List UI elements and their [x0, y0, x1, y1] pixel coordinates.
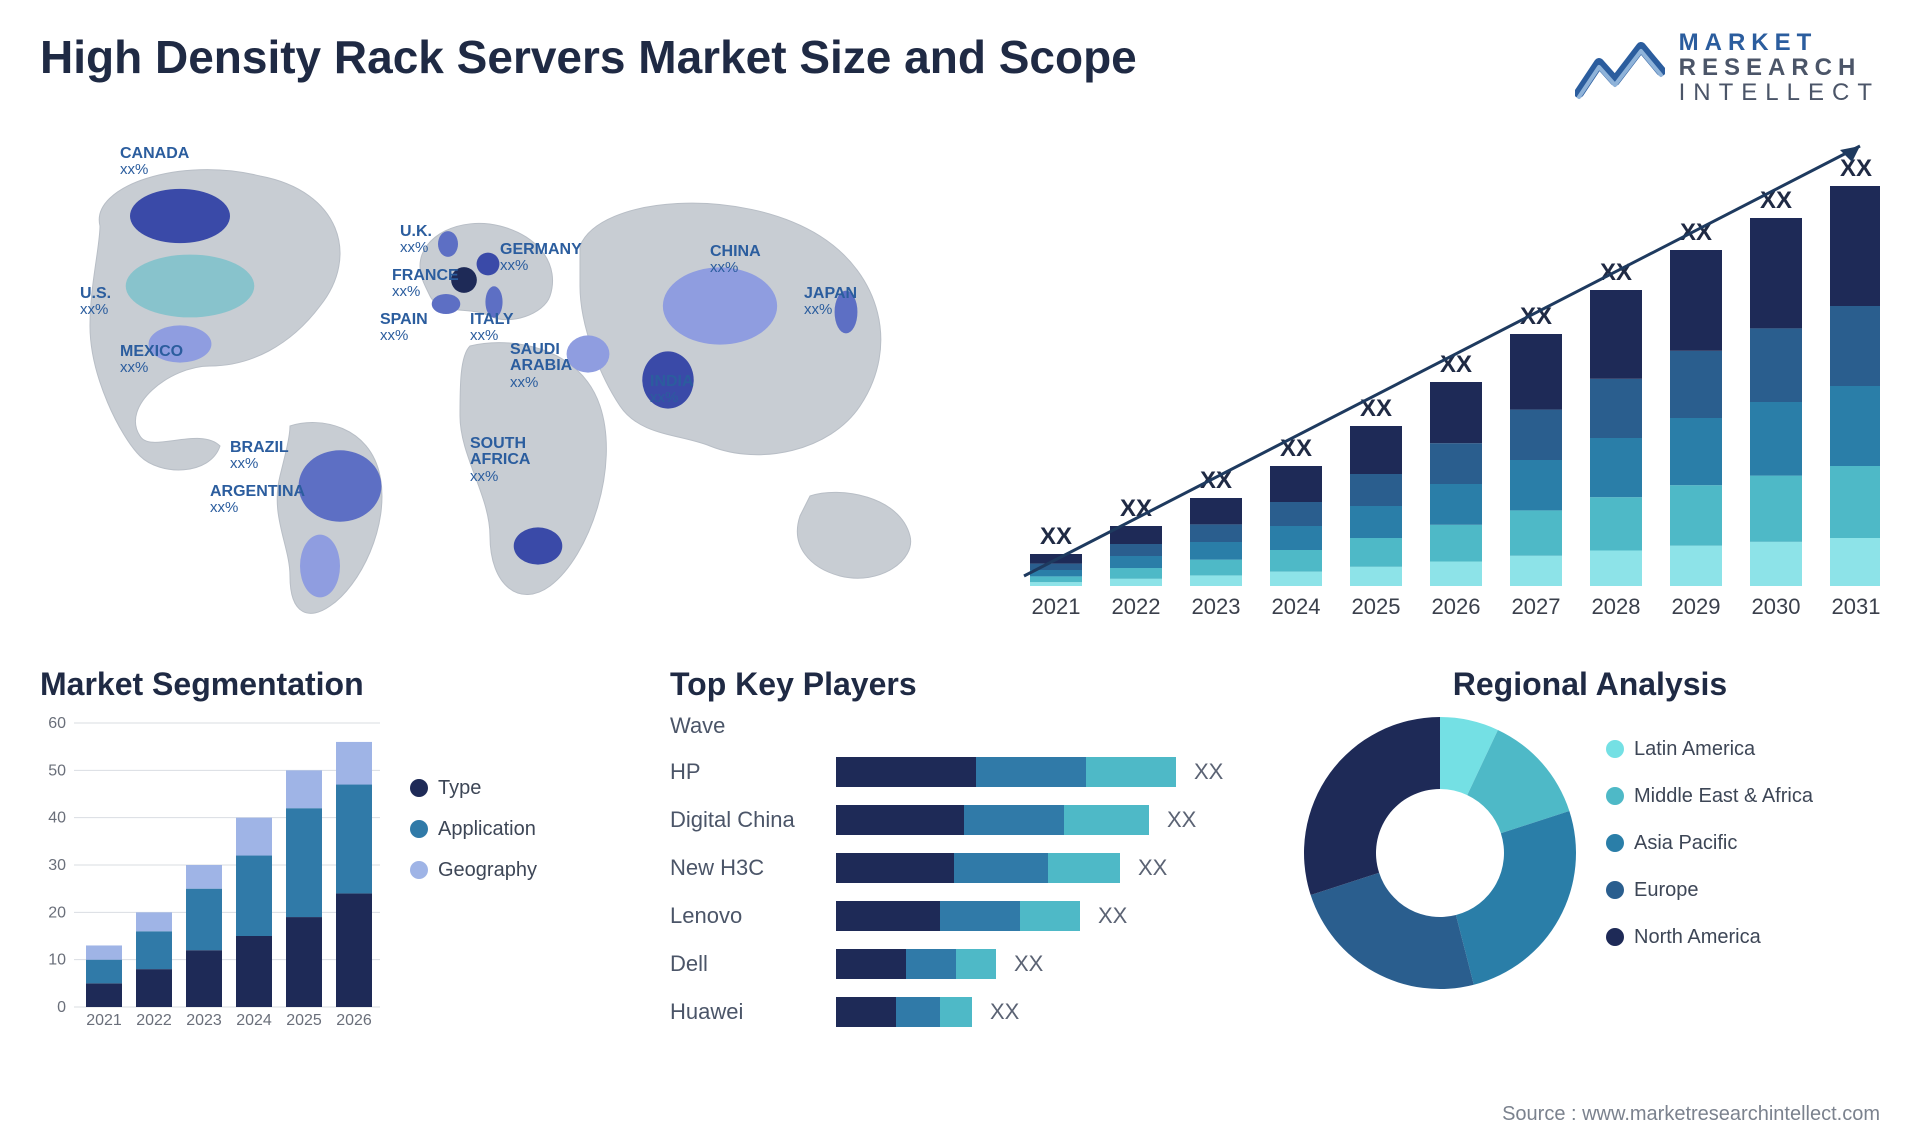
regional-legend-item: North America [1606, 926, 1813, 949]
svg-text:2024: 2024 [236, 1012, 272, 1029]
regional-title: Regional Analysis [1300, 666, 1880, 703]
player-bar [836, 853, 1120, 883]
svg-text:60: 60 [48, 715, 66, 732]
svg-text:2024: 2024 [1272, 594, 1321, 619]
svg-text:20: 20 [48, 904, 66, 921]
key-players-panel: Top Key Players WaveHPXXDigital ChinaXXN… [670, 666, 1270, 1086]
svg-text:2026: 2026 [1432, 594, 1481, 619]
map-label-argentina: ARGENTINAxx% [210, 484, 305, 517]
player-value: XX [1138, 855, 1167, 881]
svg-text:XX: XX [1280, 435, 1312, 462]
svg-text:XX: XX [1040, 523, 1072, 550]
segmentation-title: Market Segmentation [40, 666, 640, 703]
player-value: XX [1098, 903, 1127, 929]
player-value: XX [1167, 807, 1196, 833]
player-bar [836, 997, 972, 1027]
player-name: Huawei [670, 999, 830, 1025]
logo-line-2: RESEARCH [1679, 55, 1880, 80]
player-value: XX [990, 999, 1019, 1025]
player-row: Wave [670, 713, 1270, 739]
svg-text:2021: 2021 [86, 1012, 122, 1029]
svg-text:2025: 2025 [1352, 594, 1401, 619]
map-label-mexico: MEXICOxx% [120, 344, 183, 377]
svg-text:XX: XX [1840, 155, 1872, 182]
regional-legend-item: Europe [1606, 879, 1813, 902]
player-name: New H3C [670, 855, 830, 881]
map-label-italy: ITALYxx% [470, 312, 514, 345]
player-value: XX [1014, 951, 1043, 977]
logo-mark-icon [1575, 35, 1665, 101]
player-name: HP [670, 759, 830, 785]
player-bar [836, 805, 1149, 835]
map-label-u-k-: U.K.xx% [400, 224, 432, 257]
logo-line-1: MARKET [1679, 30, 1880, 55]
player-name: Lenovo [670, 903, 830, 929]
svg-text:2029: 2029 [1672, 594, 1721, 619]
map-label-canada: CANADAxx% [120, 146, 189, 179]
svg-text:50: 50 [48, 762, 66, 779]
svg-text:10: 10 [48, 951, 66, 968]
player-name: Dell [670, 951, 830, 977]
segmentation-legend-item: Type [410, 777, 537, 800]
map-label-saudi-arabia: SAUDIARABIAxx% [510, 342, 572, 391]
logo-line-3: INTELLECT [1679, 80, 1880, 105]
map-label-south-africa: SOUTHAFRICAxx% [470, 436, 530, 485]
brand-logo: MARKET RESEARCH INTELLECT [1575, 30, 1880, 106]
player-name: Wave [670, 713, 830, 739]
segmentation-panel: Market Segmentation 0 10 20 30 40 50 60 2021 202… [40, 666, 640, 1086]
source-credit: Source : www.marketresearchintellect.com [1502, 1103, 1880, 1126]
player-row: Digital China XX [670, 805, 1270, 835]
forecast-bar-chart: XX2021XX2022XX2023XX2024XX2025XX2026XX20… [1000, 116, 1880, 636]
svg-text:2023: 2023 [186, 1012, 222, 1029]
svg-text:30: 30 [48, 857, 66, 874]
page-title: High Density Rack Servers Market Size an… [40, 30, 1137, 84]
player-bar [836, 901, 1080, 931]
svg-text:2022: 2022 [1112, 594, 1161, 619]
svg-text:2027: 2027 [1512, 594, 1561, 619]
player-bar [836, 757, 1176, 787]
map-label-u-s-: U.S.xx% [80, 286, 111, 319]
svg-text:2031: 2031 [1832, 594, 1880, 619]
player-row: Huawei XX [670, 997, 1270, 1027]
svg-text:2025: 2025 [286, 1012, 322, 1029]
player-bar [836, 949, 996, 979]
map-label-germany: GERMANYxx% [500, 242, 582, 275]
regional-donut-chart [1300, 713, 1580, 998]
player-row: New H3C XX [670, 853, 1270, 883]
svg-text:40: 40 [48, 809, 66, 826]
svg-text:2022: 2022 [136, 1012, 172, 1029]
svg-text:2021: 2021 [1032, 594, 1081, 619]
player-name: Digital China [670, 807, 830, 833]
segmentation-legend-item: Application [410, 818, 537, 841]
player-row: Dell XX [670, 949, 1270, 979]
map-label-spain: SPAINxx% [380, 312, 428, 345]
map-label-china: CHINAxx% [710, 244, 761, 277]
regional-legend-item: Asia Pacific [1606, 832, 1813, 855]
segmentation-legend-item: Geography [410, 859, 537, 882]
regional-legend: Latin America Middle East & Africa Asia Pa… [1606, 738, 1813, 973]
player-value: XX [1194, 759, 1223, 785]
map-label-france: FRANCExx% [392, 268, 459, 301]
map-label-india: INDIAxx% [650, 374, 694, 407]
svg-text:2023: 2023 [1192, 594, 1241, 619]
svg-text:2028: 2028 [1592, 594, 1641, 619]
regional-panel: Regional Analysis Latin America Middle Ea… [1300, 666, 1880, 1086]
regional-legend-item: Latin America [1606, 738, 1813, 761]
svg-text:0: 0 [57, 999, 66, 1016]
player-row: HP XX [670, 757, 1270, 787]
svg-text:XX: XX [1760, 187, 1792, 214]
world-map-infographic: CANADAxx% U.S.xx% MEXICOxx% BRAZILxx% ARGENT… [40, 116, 980, 636]
player-row: Lenovo XX [670, 901, 1270, 931]
svg-text:2026: 2026 [336, 1012, 372, 1029]
segmentation-chart: 0 10 20 30 40 50 60 2021 2022 2023 2024 2025 2026 Typ… [40, 713, 640, 1038]
svg-text:2030: 2030 [1752, 594, 1801, 619]
map-label-japan: JAPANxx% [804, 286, 857, 319]
map-label-brazil: BRAZILxx% [230, 440, 289, 473]
key-players-title: Top Key Players [670, 666, 1270, 703]
regional-legend-item: Middle East & Africa [1606, 785, 1813, 808]
